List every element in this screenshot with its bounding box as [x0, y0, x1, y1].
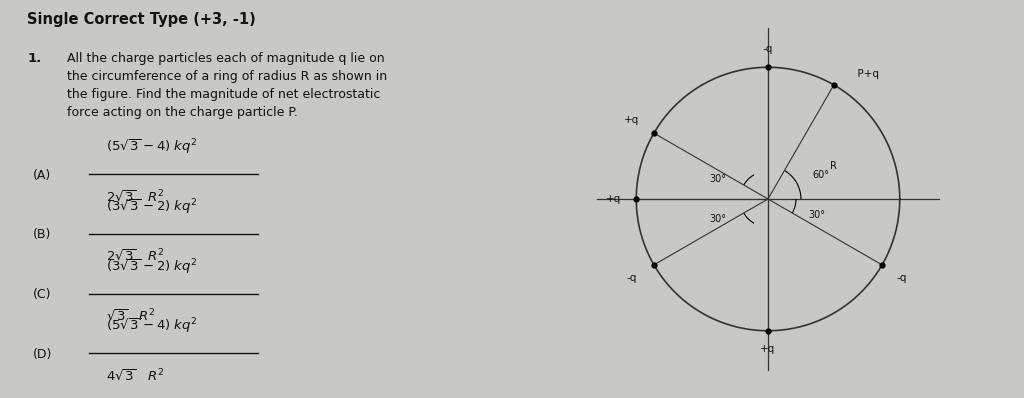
Text: (A): (A) — [33, 169, 51, 181]
Text: (C): (C) — [33, 288, 51, 301]
Text: $(5\sqrt{3}-4)$ $kq^2$: $(5\sqrt{3}-4)$ $kq^2$ — [106, 138, 198, 157]
Text: $4\sqrt{3}$   $R^2$: $4\sqrt{3}$ $R^2$ — [106, 368, 164, 384]
Text: $(3\sqrt{3}-2)$ $kq^2$: $(3\sqrt{3}-2)$ $kq^2$ — [106, 198, 198, 217]
Text: 30°: 30° — [710, 174, 726, 184]
Text: +q: +q — [624, 115, 639, 125]
Text: $(3\sqrt{3}-2)$ $kq^2$: $(3\sqrt{3}-2)$ $kq^2$ — [106, 258, 198, 277]
Text: 60°: 60° — [812, 170, 829, 180]
Text: (D): (D) — [33, 348, 52, 361]
Text: -q: -q — [763, 44, 773, 54]
Text: 30°: 30° — [710, 214, 726, 224]
Text: +q: +q — [606, 194, 622, 204]
Text: P+q: P+q — [851, 69, 879, 79]
Text: +q: +q — [761, 344, 775, 354]
Text: $2\sqrt{3}$   $R^2$: $2\sqrt{3}$ $R^2$ — [106, 249, 164, 264]
Text: All the charge particles each of magnitude q lie on
the circumference of a ring : All the charge particles each of magnitu… — [67, 52, 387, 119]
Text: 30°: 30° — [808, 210, 825, 220]
Text: R: R — [830, 161, 838, 171]
Text: $2\sqrt{3}$   $R^2$: $2\sqrt{3}$ $R^2$ — [106, 189, 164, 205]
Text: $\sqrt{3}$   $R^2$: $\sqrt{3}$ $R^2$ — [106, 308, 156, 324]
Text: 1.: 1. — [28, 52, 41, 65]
Text: -q: -q — [897, 273, 907, 283]
Text: (B): (B) — [33, 228, 51, 241]
Text: $(5\sqrt{3}-4)$ $kq^2$: $(5\sqrt{3}-4)$ $kq^2$ — [106, 317, 198, 336]
Text: Single Correct Type (+3, -1): Single Correct Type (+3, -1) — [28, 12, 256, 27]
Text: -q: -q — [627, 273, 637, 283]
